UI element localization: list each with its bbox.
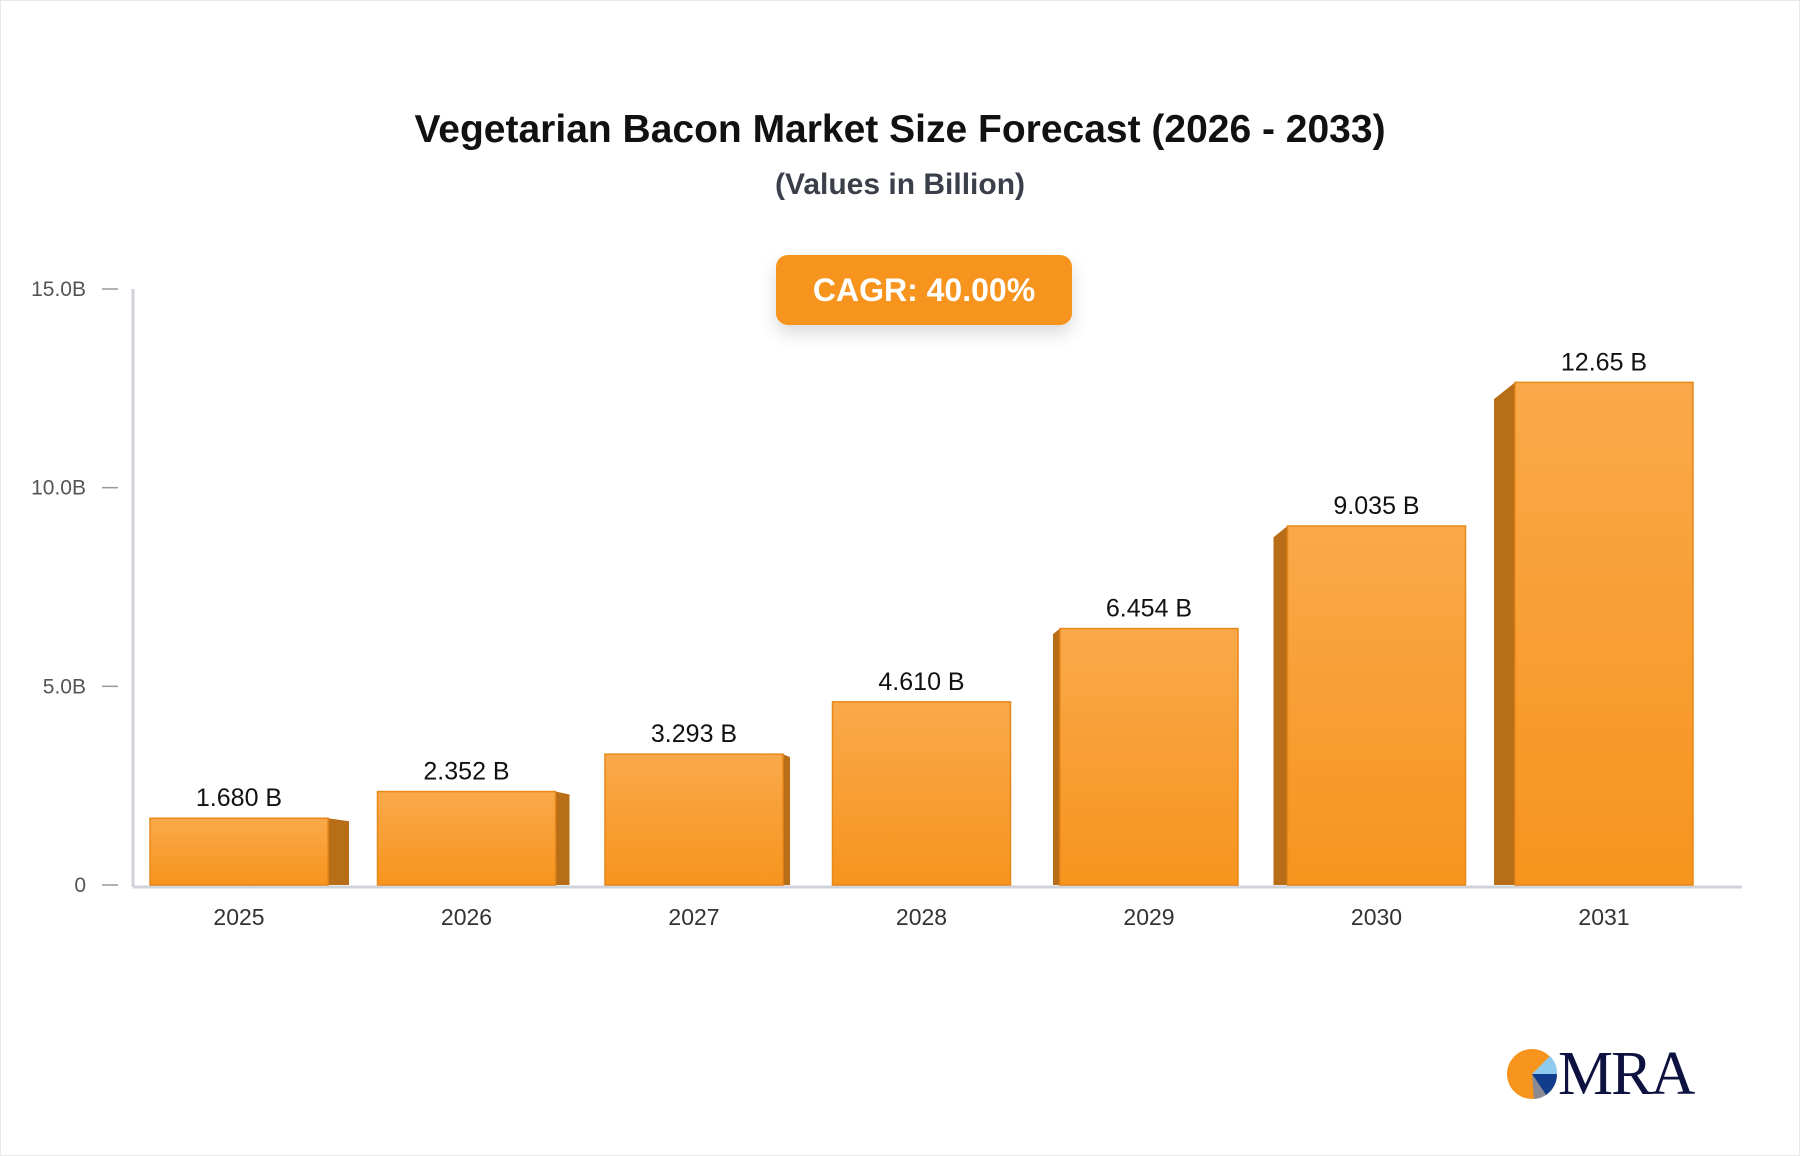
- data-label: 9.035 B: [1333, 492, 1419, 520]
- chart-title: Vegetarian Bacon Market Size Forecast (2…: [414, 108, 1386, 151]
- x-tick-label: 2031: [1578, 904, 1629, 930]
- logo-text: MRA: [1558, 1040, 1695, 1108]
- mra-logo: MRA: [1506, 1040, 1695, 1108]
- bar: [376, 790, 557, 886]
- bar: [604, 753, 784, 886]
- pie-logo-icon: [1507, 1049, 1558, 1099]
- y-tick-label: 0: [74, 874, 86, 897]
- x-tick-label: 2027: [668, 904, 719, 930]
- cagr-badge: CAGR: 40.00%: [776, 255, 1072, 325]
- x-tick-label: 2025: [213, 904, 264, 930]
- bar: [1514, 381, 1694, 886]
- bar: [1059, 627, 1239, 886]
- x-tick-label: 2028: [896, 904, 947, 930]
- data-label: 6.454 B: [1106, 595, 1192, 623]
- data-label: 12.65 B: [1561, 348, 1647, 376]
- y-tick-label: 5.0B: [43, 675, 86, 698]
- data-label: 3.293 B: [651, 720, 737, 748]
- bar-side: [1053, 628, 1060, 885]
- bar: [1286, 525, 1467, 886]
- data-label: 2.352 B: [423, 758, 509, 786]
- x-tick-label: 2029: [1123, 904, 1174, 930]
- bar-side: [328, 818, 349, 885]
- x-tick-label: 2030: [1351, 904, 1402, 930]
- y-tick-label: 10.0B: [31, 477, 86, 500]
- bar-side: [783, 754, 790, 885]
- chart-subtitle: (Values in Billion): [774, 168, 1026, 201]
- data-label: 1.680 B: [196, 784, 282, 812]
- y-tick-label: 15.0B: [31, 278, 86, 301]
- data-label: 4.610 B: [878, 668, 964, 696]
- bar-side: [1273, 526, 1288, 885]
- bar: [149, 817, 329, 886]
- bar: [831, 701, 1012, 886]
- bar-side: [555, 791, 570, 885]
- bar-side: [1494, 382, 1515, 885]
- x-tick-label: 2026: [441, 904, 492, 930]
